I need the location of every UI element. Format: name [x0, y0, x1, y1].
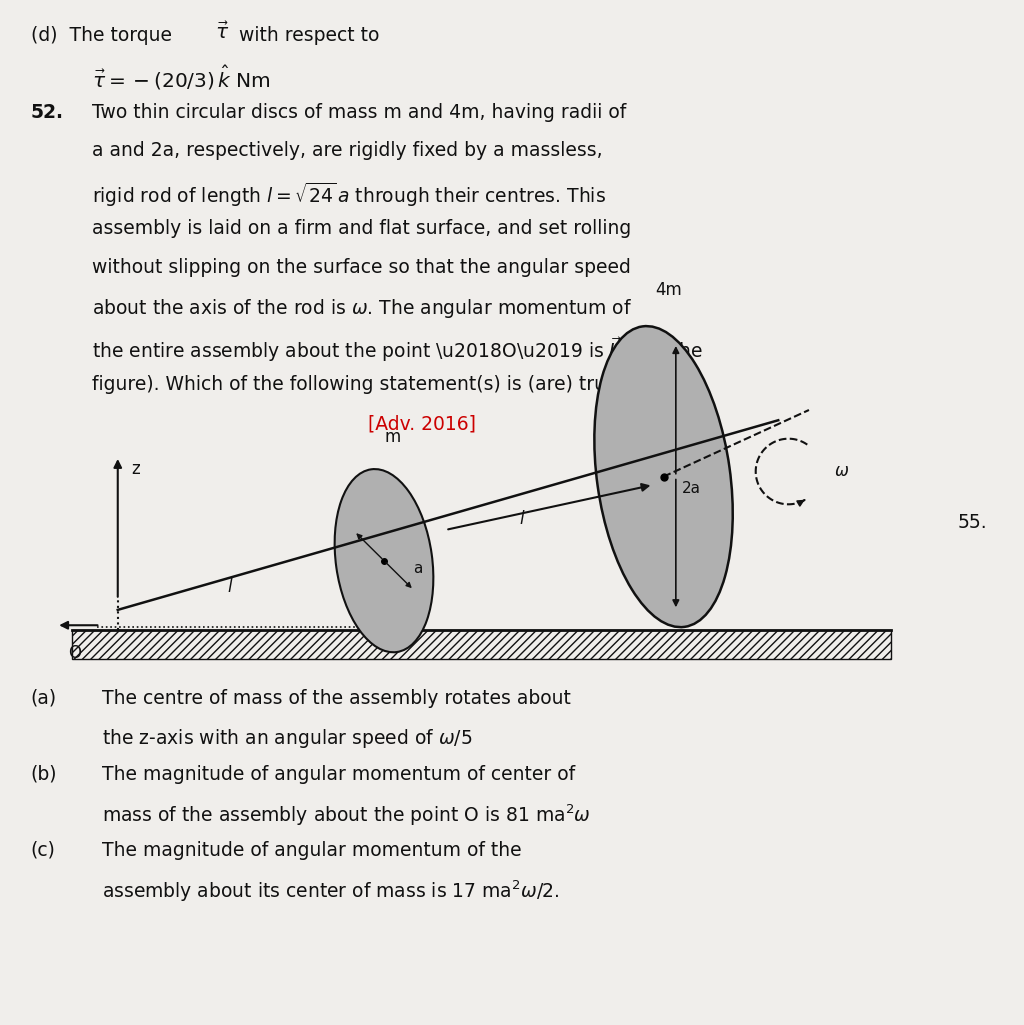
Text: $\vec{\tau} = -(20/3)\,\hat{k}\ \mathrm{Nm}$: $\vec{\tau} = -(20/3)\,\hat{k}\ \mathrm{… [92, 64, 271, 91]
Text: about the axis of the rod is $\omega$. The angular momentum of: about the axis of the rod is $\omega$. T… [92, 297, 633, 320]
Text: 55.: 55. [957, 514, 987, 532]
Text: $l$: $l$ [227, 578, 233, 597]
Text: $\omega$: $\omega$ [834, 462, 849, 481]
Text: The centre of mass of the assembly rotates about: The centre of mass of the assembly rotat… [102, 689, 571, 708]
Text: figure). Which of the following statement(s) is (are) true?: figure). Which of the following statemen… [92, 375, 628, 395]
Text: (a): (a) [31, 689, 57, 708]
Text: (d)  The torque: (d) The torque [31, 26, 178, 45]
Text: the entire assembly about the point \u2018O\u2019 is $\vec{L}$ (see the: the entire assembly about the point \u20… [92, 336, 703, 364]
Polygon shape [72, 630, 891, 659]
Text: the z-axis with an angular speed of $\omega$/5: the z-axis with an angular speed of $\om… [102, 727, 473, 749]
Text: (c): (c) [31, 840, 55, 860]
Text: 52.: 52. [31, 102, 63, 122]
Text: with respect to: with respect to [233, 26, 380, 45]
Text: m: m [384, 427, 400, 446]
Text: z: z [131, 459, 140, 478]
Text: Two thin circular discs of mass m and 4m, having radii of: Two thin circular discs of mass m and 4m… [92, 102, 627, 122]
Text: without slipping on the surface so that the angular speed: without slipping on the surface so that … [92, 258, 631, 278]
Text: rigid rod of length $l = \sqrt{24}\,a$ through their centres. This: rigid rod of length $l = \sqrt{24}\,a$ t… [92, 180, 606, 208]
Text: (b): (b) [31, 765, 57, 784]
Text: a: a [413, 562, 422, 576]
Text: O: O [69, 644, 81, 662]
Text: assembly is laid on a firm and flat surface, and set rolling: assembly is laid on a firm and flat surf… [92, 219, 632, 239]
Ellipse shape [335, 469, 433, 652]
Text: [Adv. 2016]: [Adv. 2016] [92, 414, 476, 434]
Text: The magnitude of angular momentum of center of: The magnitude of angular momentum of cen… [102, 765, 575, 784]
Text: $\vec{\tau}$: $\vec{\tau}$ [215, 22, 229, 43]
Text: 2a: 2a [682, 482, 701, 496]
Text: $l$: $l$ [519, 509, 525, 528]
Ellipse shape [594, 326, 733, 627]
Text: 4m: 4m [655, 281, 682, 299]
Text: a and 2a, respectively, are rigidly fixed by a massless,: a and 2a, respectively, are rigidly fixe… [92, 141, 603, 161]
Text: The magnitude of angular momentum of the: The magnitude of angular momentum of the [102, 840, 522, 860]
Text: assembly about its center of mass is 17 ma$^2\omega$/2.: assembly about its center of mass is 17 … [102, 878, 560, 904]
Text: mass of the assembly about the point O is 81 ma$^2\omega$: mass of the assembly about the point O i… [102, 803, 591, 828]
